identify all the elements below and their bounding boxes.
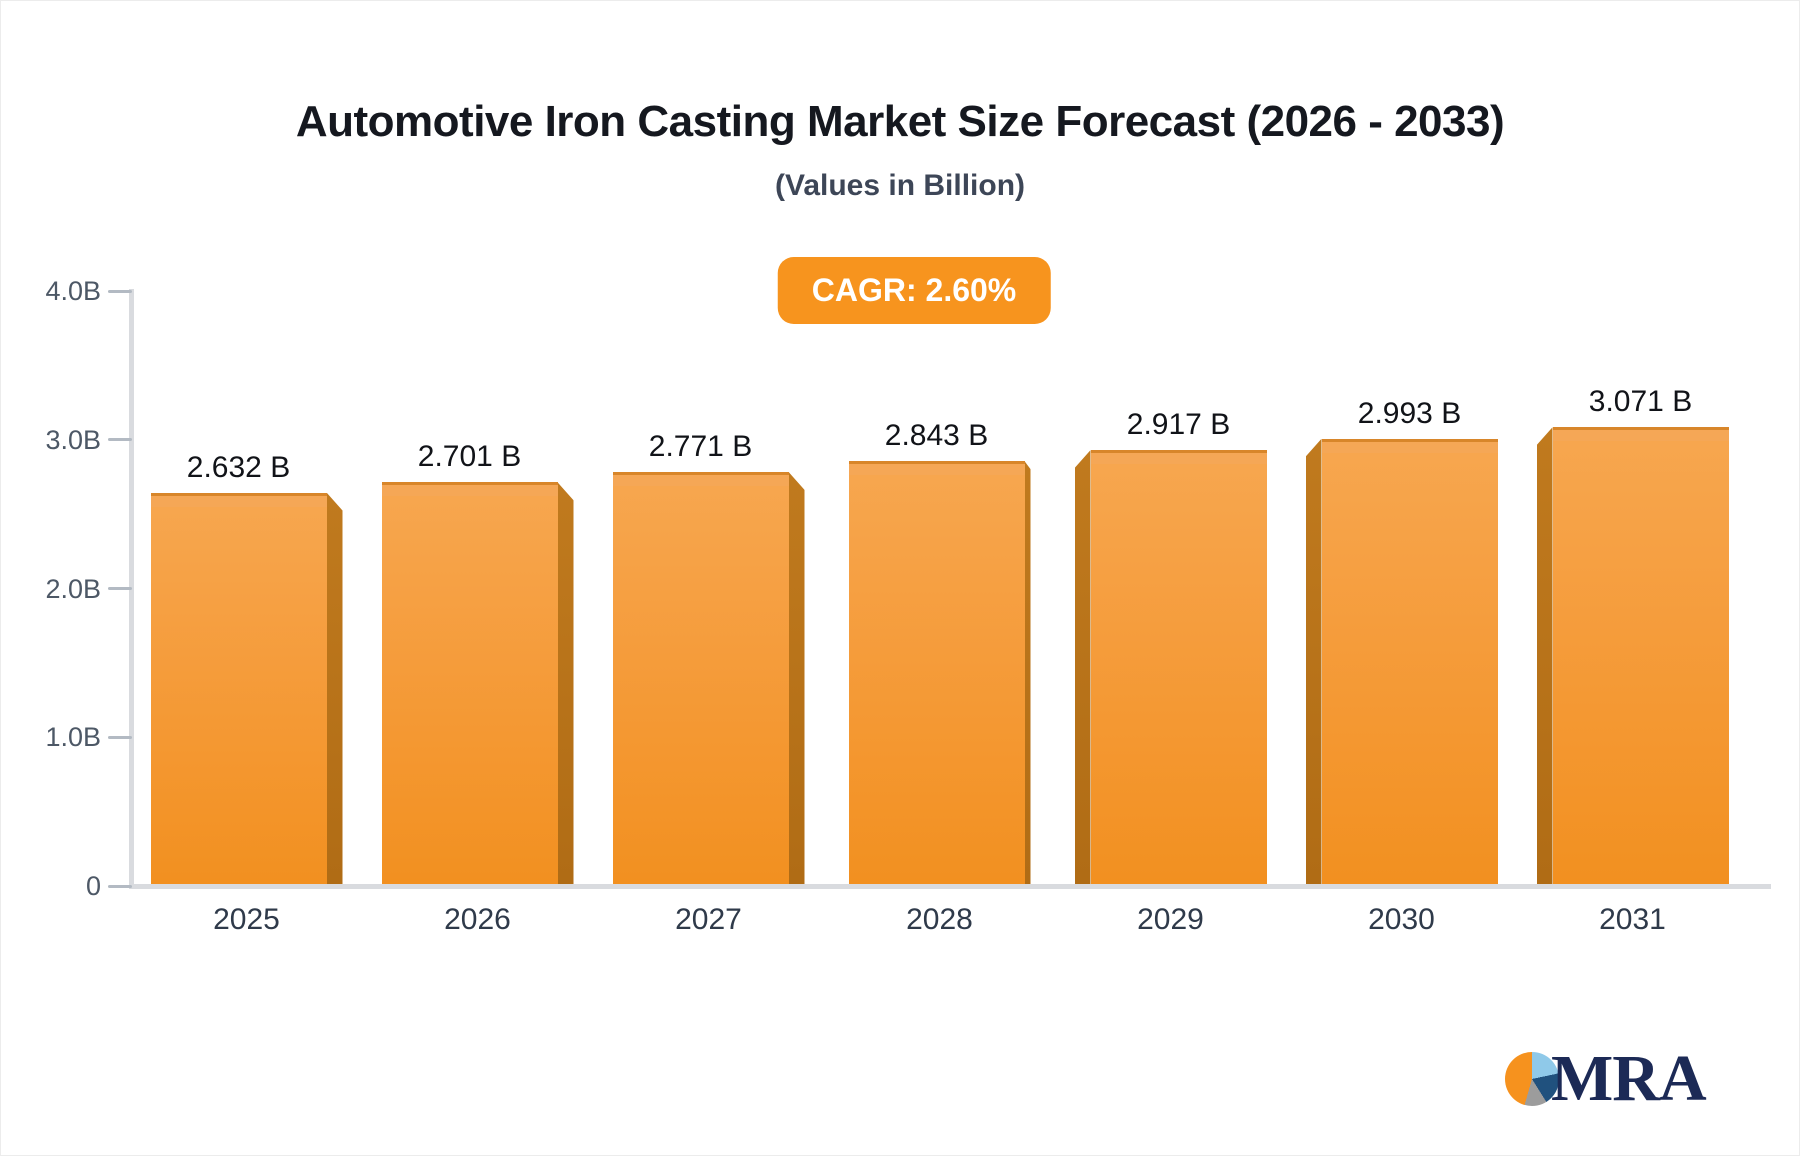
bar-front-face xyxy=(848,461,1025,884)
pie-chart-icon xyxy=(1505,1052,1559,1106)
bar-value-label: 2.632 B xyxy=(186,450,291,484)
x-axis-label: 2025 xyxy=(213,903,280,936)
bar-2030: 2.993 B xyxy=(1305,397,1498,884)
x-axis-label: 2028 xyxy=(906,903,973,936)
y-axis-tick-label: 2.0B xyxy=(45,573,101,604)
bar-side-face xyxy=(1305,438,1322,884)
page-subtitle: (Values in Billion) xyxy=(774,169,1026,202)
y-axis-tick-mark xyxy=(108,735,132,739)
bar-2031: 3.071 B xyxy=(1536,385,1729,884)
bar-side-face xyxy=(326,492,343,884)
bar-side-face xyxy=(788,471,805,884)
bar-value-label: 2.993 B xyxy=(1357,396,1462,430)
x-axis-label: 2030 xyxy=(1368,903,1435,936)
y-axis-tick-label: 3.0B xyxy=(45,424,101,455)
bar-2027: 2.771 B xyxy=(612,430,805,884)
x-axis-label: 2027 xyxy=(675,903,742,936)
bar-front-face xyxy=(1321,438,1498,884)
x-axis-label: 2029 xyxy=(1137,903,1204,936)
y-axis-tick-mark xyxy=(108,884,132,888)
bar-side-face xyxy=(1074,450,1091,884)
x-axis-baseline xyxy=(129,884,1771,889)
bar-front-face xyxy=(1090,450,1267,884)
bar-front-face xyxy=(612,471,789,884)
bar-value-label: 2.843 B xyxy=(884,419,989,453)
y-axis-tick-label: 0 xyxy=(85,871,101,901)
bar-side-face xyxy=(1024,461,1031,884)
bar-value-label: 3.071 B xyxy=(1588,385,1693,419)
bar-top-face xyxy=(150,492,327,507)
bar-top-face xyxy=(381,482,558,497)
bar-top-face xyxy=(612,471,789,486)
bar-top-face xyxy=(1090,450,1267,465)
bar-2025: 2.632 B xyxy=(150,451,343,884)
y-axis-tick-mark xyxy=(108,438,132,442)
bar-value-label: 2.771 B xyxy=(648,429,753,463)
bar-2026: 2.701 B xyxy=(381,440,574,884)
bar-side-face xyxy=(557,482,574,884)
bar-2028: 2.843 B xyxy=(848,419,1031,884)
bar-front-face xyxy=(150,492,327,884)
bar-top-face xyxy=(1552,427,1729,442)
x-axis-label: 2026 xyxy=(444,903,511,936)
bar-2029: 2.917 B xyxy=(1074,408,1267,884)
y-axis-tick-label: 1.0B xyxy=(45,722,101,753)
bar-side-face xyxy=(1536,427,1553,884)
logo-text: MRA xyxy=(1551,1042,1707,1115)
bar-top-face xyxy=(848,461,1025,476)
bar-front-face xyxy=(1552,427,1729,884)
bar-value-label: 2.701 B xyxy=(417,440,522,474)
x-axis-label: 2031 xyxy=(1599,903,1666,936)
bar-top-face xyxy=(1321,438,1498,453)
bar-front-face xyxy=(381,482,558,884)
y-axis-tick-mark xyxy=(108,587,132,590)
y-axis-tick-label: 4.0B xyxy=(45,276,101,306)
brand-logo: MRA xyxy=(1505,1041,1707,1117)
bar-value-label: 2.917 B xyxy=(1126,408,1231,442)
page-title: Automotive Iron Casting Market Size Fore… xyxy=(295,97,1505,146)
cagr-badge: CAGR: 2.60% xyxy=(777,257,1051,324)
y-axis-tick-mark xyxy=(108,289,132,293)
